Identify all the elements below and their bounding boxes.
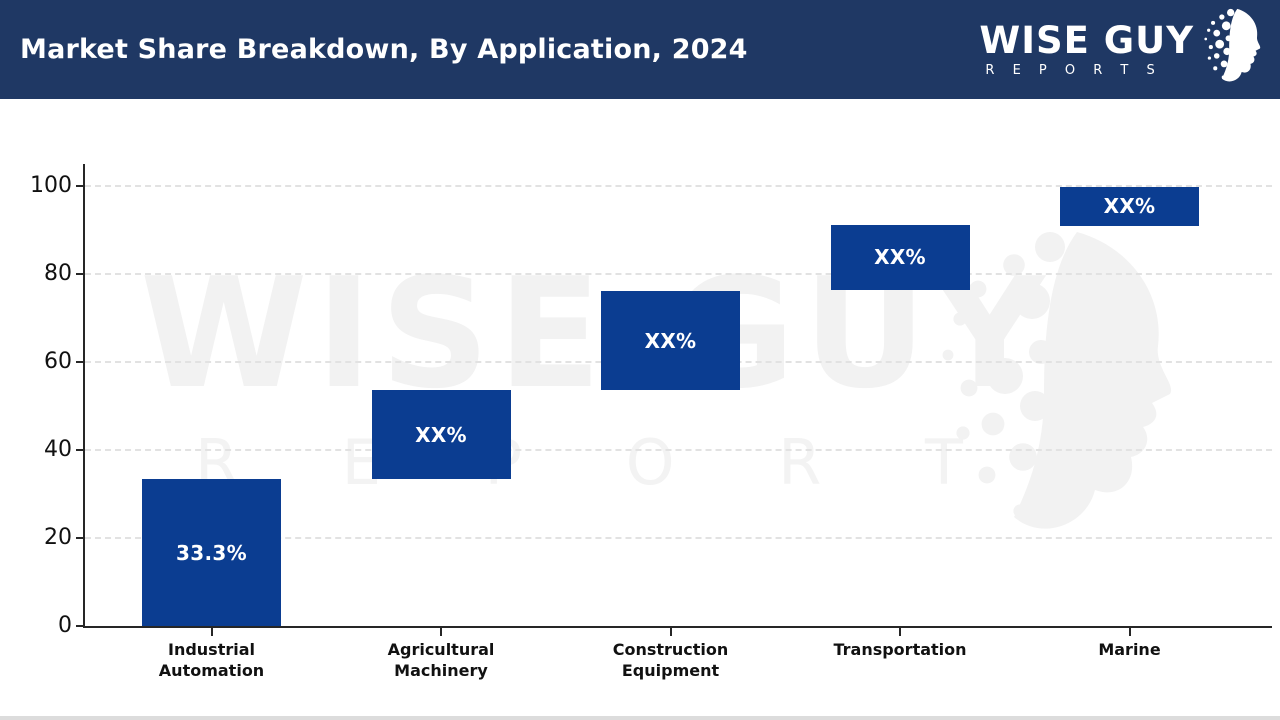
- y-tick-mark: [76, 273, 85, 275]
- x-axis-category-label: Construction Equipment: [612, 640, 729, 681]
- x-axis-category-label: Transportation: [833, 640, 967, 659]
- gridline-20: [85, 537, 1272, 539]
- y-tick-mark: [76, 625, 85, 627]
- logo-primary-text: WISE GUY: [979, 19, 1194, 62]
- x-tick-mark: [210, 628, 213, 636]
- bar-marine: XX%: [1060, 186, 1199, 226]
- gridline-40: [85, 449, 1272, 451]
- x-axis-category-label: Marine: [1098, 640, 1161, 659]
- x-tick-mark: [440, 628, 442, 636]
- logo-dotted-face-icon: [1204, 8, 1261, 82]
- footer-strip: [0, 716, 1280, 720]
- y-tick-mark: [76, 449, 85, 451]
- bar-value-label: 33.3%: [176, 540, 247, 565]
- y-tick-mark: [76, 537, 85, 539]
- bar-value-label: XX%: [415, 422, 467, 447]
- x-tick-mark: [899, 628, 901, 636]
- y-axis-tick-label: 20: [44, 525, 72, 550]
- header-bar: Market Share Breakdown, By Application, …: [0, 0, 1280, 99]
- y-axis-tick-label: 60: [44, 349, 72, 374]
- y-axis-line: [83, 164, 85, 628]
- x-axis-category-label: Industrial Automation: [158, 640, 265, 681]
- y-axis-tick-label: 0: [58, 613, 72, 638]
- bar-value-label: XX%: [644, 328, 697, 353]
- logo-secondary-text: R E P O R T S: [985, 63, 1162, 78]
- x-tick-mark: [669, 628, 672, 636]
- x-axis-category-label: Agricultural Machinery: [387, 640, 495, 681]
- x-axis-line: [83, 626, 1272, 628]
- bar-construction-equipment: XX%: [601, 291, 740, 391]
- page-title: Market Share Breakdown, By Application, …: [20, 34, 748, 65]
- bar-industrial-automation: 33.3%: [142, 479, 281, 626]
- bar-transportation: XX%: [830, 225, 970, 290]
- gridline-100: [85, 185, 1272, 187]
- y-axis-tick-label: 100: [30, 173, 72, 198]
- bar-agricultural-machinery: XX%: [371, 390, 511, 480]
- y-axis-tick-label: 40: [44, 437, 72, 462]
- x-tick-mark: [1128, 628, 1131, 636]
- bar-value-label: XX%: [1103, 194, 1156, 219]
- bar-value-label: XX%: [874, 245, 926, 270]
- y-tick-mark: [76, 185, 85, 187]
- y-axis-tick-label: 80: [44, 261, 72, 286]
- y-tick-mark: [76, 361, 85, 363]
- gridline-80: [85, 273, 1272, 275]
- brand-logo: WISE GUY R E P O R T S: [979, 6, 1264, 94]
- logo-text: WISE GUY R E P O R T S: [979, 22, 1194, 78]
